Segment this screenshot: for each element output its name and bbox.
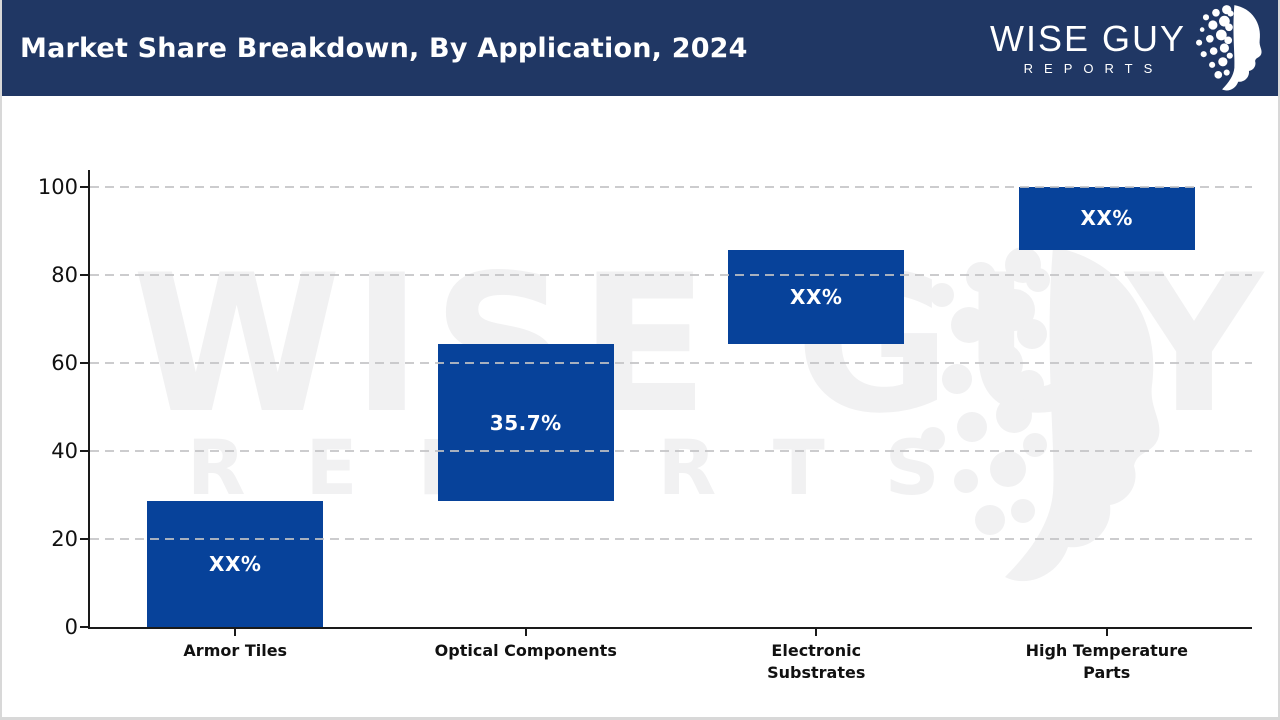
y-axis-label-100: 100 [37, 175, 78, 199]
y-axis-tick-60 [80, 362, 88, 364]
x-axis-label-high-temperature-parts: High Temperature Parts [1025, 641, 1188, 682]
gridline-60 [90, 362, 1252, 364]
gridline-100 [90, 186, 1252, 188]
y-axis-tick-40 [80, 450, 88, 452]
gridline-40 [90, 450, 1252, 452]
x-axis-tick-electronic-substrates [815, 629, 818, 636]
logo-wordmark: WISE GUY REPORTS [989, 17, 1186, 76]
y-axis-label-20: 20 [51, 527, 78, 551]
x-axis-tick-optical-components [524, 629, 527, 636]
logo-wordmark-sub: REPORTS [1023, 60, 1164, 76]
watermark-face-icon [903, 247, 1160, 582]
bar-value-label-electronic-substrates: XX% [790, 284, 843, 309]
bar-value-label-high-temperature-parts: XX% [1080, 206, 1133, 231]
bar-optical-components: 35.7% [437, 344, 614, 502]
x-axis-line [88, 627, 1252, 629]
y-axis-label-40: 40 [51, 439, 78, 463]
header: Market Share Breakdown, By Application, … [2, 0, 1278, 96]
x-axis-label-optical-components: Optical Components [434, 641, 617, 660]
gridline-20 [90, 538, 1252, 540]
y-axis-tick-20 [80, 538, 88, 540]
x-axis-label-electronic-substrates: Electronic Substrates [767, 641, 866, 682]
y-axis-line [88, 170, 90, 629]
bar-electronic-substrates: XX% [728, 249, 905, 345]
y-axis-label-80: 80 [51, 263, 78, 287]
bar-value-label-armor-tiles: XX% [209, 552, 262, 577]
x-axis-tick-high-temperature-parts [1105, 629, 1108, 636]
bar-armor-tiles: XX% [147, 501, 324, 627]
brand-logo: WISE GUY REPORTS [990, 2, 1268, 94]
gridline-80 [90, 274, 1252, 276]
logo-wordmark-main: WISE GUY [989, 17, 1186, 59]
page-title: Market Share Breakdown, By Application, … [20, 32, 748, 64]
x-axis-label-armor-tiles: Armor Tiles [183, 641, 288, 660]
bar-value-label-optical-components: 35.7% [489, 410, 562, 435]
bar-high-temperature-parts: XX% [1018, 187, 1195, 250]
x-axis-tick-armor-tiles [234, 629, 237, 636]
y-axis-label-60: 60 [51, 351, 78, 375]
logo-face-icon [1196, 5, 1262, 91]
y-axis-tick-100 [80, 186, 88, 188]
y-axis-tick-0 [80, 626, 88, 628]
y-axis-tick-80 [80, 274, 88, 276]
y-axis-label-0: 0 [64, 615, 78, 639]
